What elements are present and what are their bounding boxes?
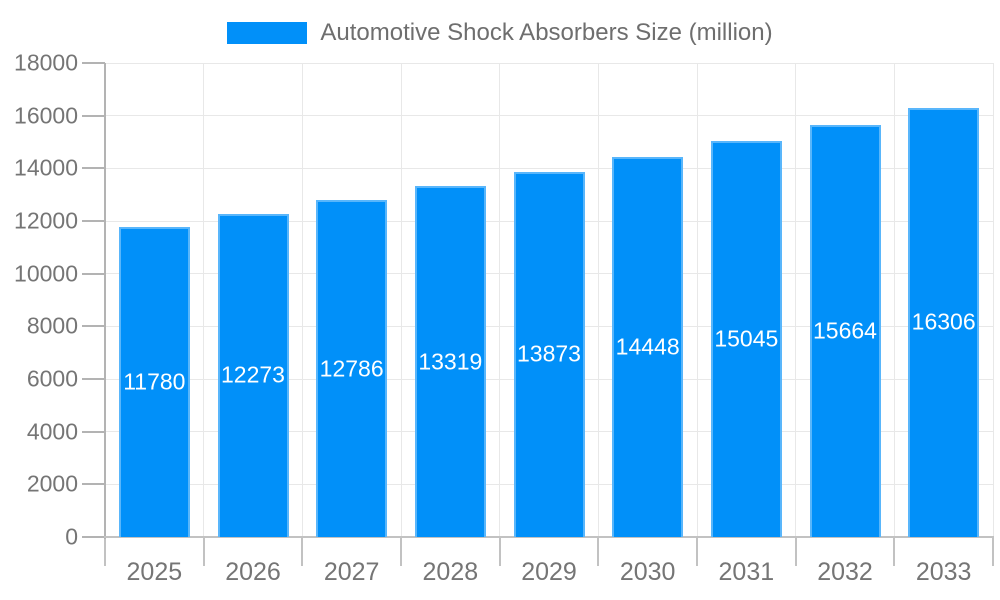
y-axis-tick-label: 12000 xyxy=(14,207,78,234)
y-axis-tick-label: 10000 xyxy=(14,260,78,287)
bar[interactable] xyxy=(612,156,684,537)
v-gridline xyxy=(696,63,698,537)
bar-value-label: 14448 xyxy=(615,333,680,360)
y-axis-tick xyxy=(82,62,105,64)
bar[interactable] xyxy=(710,140,782,537)
x-axis-tick xyxy=(794,537,797,566)
v-gridline xyxy=(301,63,303,537)
h-gridline xyxy=(105,115,993,117)
bar-value-label: 15664 xyxy=(813,317,877,344)
v-gridline xyxy=(203,63,205,537)
x-axis-tick-label: 2029 xyxy=(521,558,577,586)
v-gridline xyxy=(992,63,994,537)
x-axis-tick xyxy=(992,537,994,566)
x-axis-tick xyxy=(597,537,600,566)
bar[interactable] xyxy=(513,171,585,537)
bar-value-label: 16306 xyxy=(911,308,976,335)
bar-value-label: 12786 xyxy=(319,355,384,382)
y-axis-tick xyxy=(82,167,105,170)
y-axis-line xyxy=(104,63,106,539)
x-axis-tick xyxy=(893,537,896,566)
bar[interactable] xyxy=(809,124,881,537)
legend-swatch xyxy=(227,22,308,44)
x-axis-tick xyxy=(104,537,106,566)
v-gridline xyxy=(499,63,501,537)
legend-item[interactable]: Automotive Shock Absorbers Size (million… xyxy=(227,19,773,47)
y-axis-tick-label: 14000 xyxy=(14,154,78,181)
x-axis-tick xyxy=(202,537,205,566)
x-axis-tick-label: 2027 xyxy=(323,558,380,586)
bar-value-label: 11780 xyxy=(123,368,186,395)
y-axis-tick-label: 18000 xyxy=(14,49,78,76)
y-axis-tick xyxy=(82,483,105,486)
y-axis-tick xyxy=(82,114,105,117)
h-gridline xyxy=(105,167,993,169)
y-axis-tick-label: 6000 xyxy=(26,365,78,392)
y-axis-tick xyxy=(82,378,105,380)
bar[interactable] xyxy=(118,226,190,537)
x-axis-line xyxy=(104,536,994,538)
x-axis-tick xyxy=(400,537,402,566)
bar-value-label: 12273 xyxy=(221,361,285,388)
v-gridline xyxy=(400,63,402,537)
y-axis-tick xyxy=(82,272,105,275)
x-axis-tick-label: 2033 xyxy=(915,558,972,586)
legend-label: Automotive Shock Absorbers Size (million… xyxy=(320,19,773,46)
x-axis-tick-label: 2030 xyxy=(619,558,676,586)
x-axis-tick-label: 2032 xyxy=(817,558,873,586)
y-axis-tick-label: 2000 xyxy=(26,470,78,497)
v-gridline xyxy=(795,63,797,537)
bar[interactable] xyxy=(217,213,289,537)
legend: Automotive Shock Absorbers Size (million… xyxy=(0,19,1000,47)
bar-value-label: 13873 xyxy=(517,340,581,367)
x-axis-tick-label: 2026 xyxy=(225,558,281,586)
x-axis-tick xyxy=(301,537,304,566)
y-axis-tick-label: 4000 xyxy=(26,418,78,445)
bar[interactable] xyxy=(316,200,388,537)
bar[interactable] xyxy=(908,107,980,537)
bar[interactable] xyxy=(414,186,486,537)
x-axis-tick xyxy=(696,537,698,566)
x-axis-tick-label: 2028 xyxy=(422,558,479,586)
x-axis-tick-label: 2031 xyxy=(718,558,775,586)
x-axis-tick xyxy=(498,537,501,566)
y-axis-tick-label: 0 xyxy=(65,523,78,550)
y-axis-tick xyxy=(82,430,105,433)
x-axis-tick-label: 2025 xyxy=(126,558,183,586)
h-gridline xyxy=(105,62,993,64)
y-axis-tick xyxy=(82,536,105,538)
bar-value-label: 15045 xyxy=(714,325,779,352)
y-axis-tick-label: 16000 xyxy=(14,102,78,129)
v-gridline xyxy=(597,63,599,537)
y-axis-tick xyxy=(82,220,105,222)
y-axis-tick-label: 8000 xyxy=(26,312,78,339)
y-axis-tick xyxy=(82,325,105,328)
v-gridline xyxy=(893,63,895,537)
bar-value-label: 13319 xyxy=(418,348,483,375)
